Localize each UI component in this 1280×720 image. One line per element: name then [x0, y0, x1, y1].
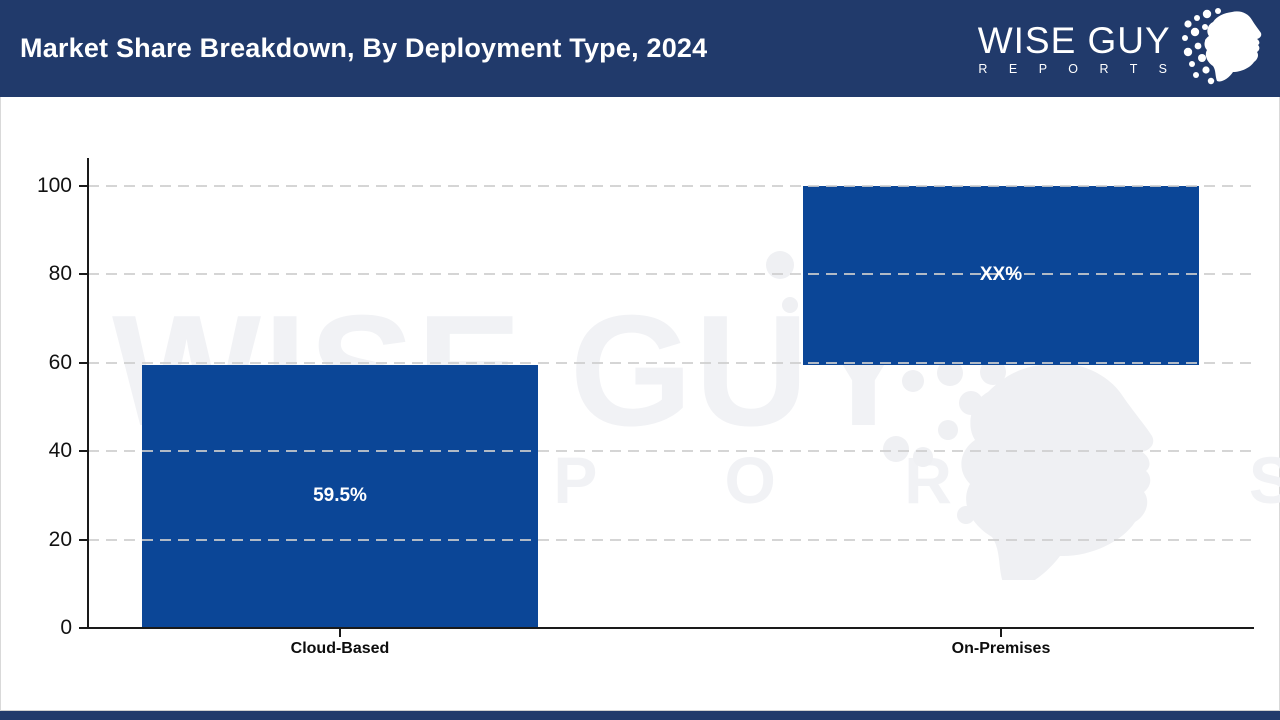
bar-value-label: 59.5% [313, 484, 367, 506]
bar-on-premises [803, 186, 1199, 365]
y-tick-label: 80 [48, 262, 72, 286]
x-axis-line [87, 627, 1254, 629]
y-tick-label: 60 [48, 350, 72, 374]
brand-face-icon [1182, 7, 1262, 84]
brand-wordmark: WISE GUY [977, 19, 1171, 61]
brand-logo: WISE GUY R E P O R T S [972, 6, 1266, 92]
y-tick-mark [79, 273, 87, 276]
x-category-label: Cloud-Based [290, 640, 390, 657]
brand-reports-label: R E P O R T S [978, 61, 1176, 76]
y-tick-mark [79, 538, 87, 541]
gridline-80 [88, 273, 1253, 276]
y-tick-mark [79, 450, 87, 453]
x-tick-mark [339, 629, 341, 637]
x-category-label: On-Premises [951, 640, 1051, 657]
y-tick-label: 0 [60, 616, 72, 639]
y-axis-line [87, 158, 89, 629]
gridline-60 [88, 361, 1253, 364]
y-tick-mark [79, 361, 87, 364]
gridline-100 [88, 185, 1253, 187]
gridline-40 [88, 450, 1253, 453]
y-tick-label: 20 [48, 527, 72, 551]
watermark-face-icon [766, 251, 1154, 580]
footer-bar [0, 711, 1280, 720]
bar-value-label: XX% [979, 263, 1023, 285]
y-tick-mark [79, 627, 87, 629]
brand-text: WISE GUY R E P O R T S [972, 22, 1176, 76]
y-tick-mark [79, 185, 87, 187]
y-tick-label: 100 [36, 174, 72, 197]
page-title: Market Share Breakdown, By Deployment Ty… [20, 33, 708, 63]
bar-cloud-based [142, 365, 538, 628]
header-bar: Market Share Breakdown, By Deployment Ty… [0, 0, 1280, 97]
gridline-20 [88, 538, 1253, 541]
y-tick-label: 40 [48, 439, 72, 463]
x-tick-mark [1000, 629, 1002, 637]
